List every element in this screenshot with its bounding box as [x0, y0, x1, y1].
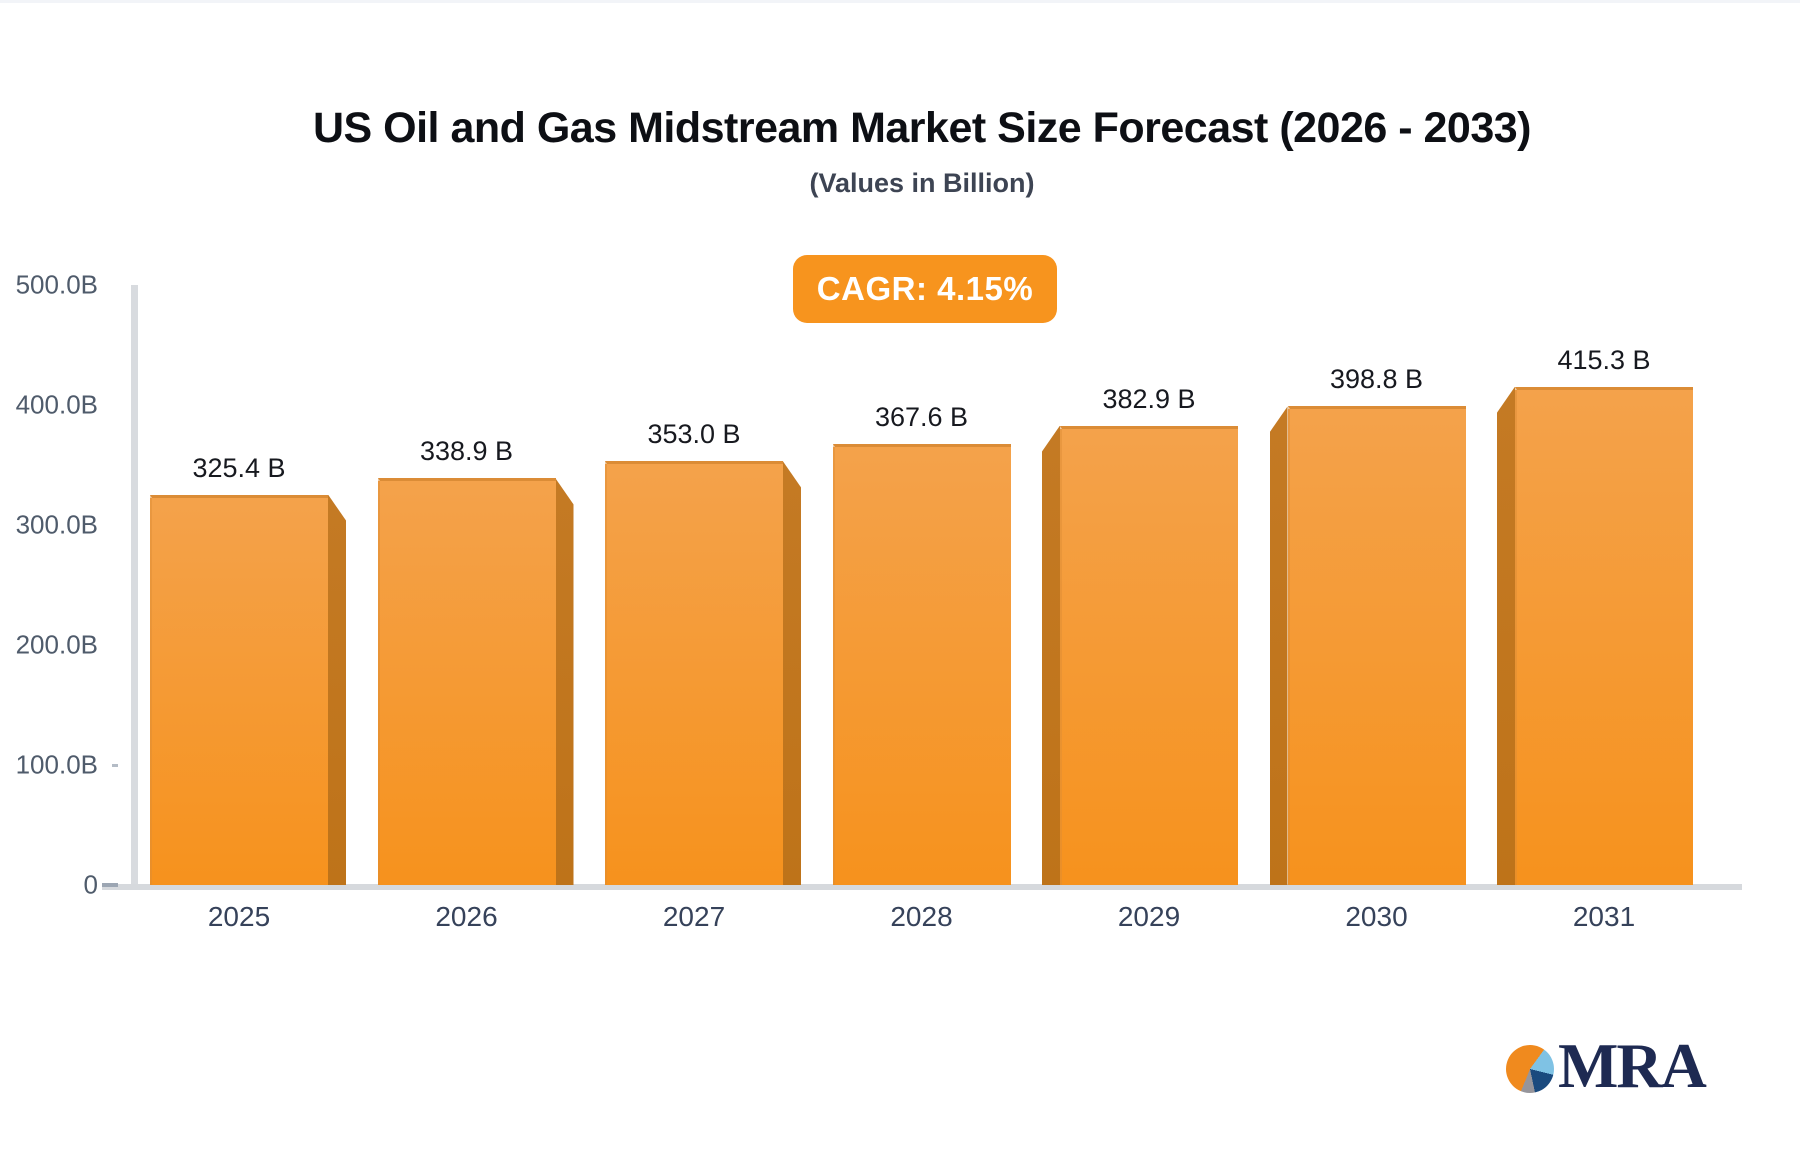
bar-3d-side: [1042, 425, 1060, 885]
bar-value-label: 367.6 B: [874, 401, 969, 432]
top-border-strip: [0, 0, 1800, 3]
brand-logo-text: MRA: [1558, 1030, 1707, 1101]
y-axis-tick-label: 400.0B: [15, 389, 98, 420]
y-axis-tick-label: 0: [83, 869, 98, 900]
chart-subtitle: (Values in Billion): [809, 168, 1035, 198]
pie-chart-logo-icon: [1506, 1045, 1554, 1093]
y-axis-tick-label: 200.0B: [15, 629, 98, 660]
y-axis-tick-label: 500.0B: [15, 269, 98, 300]
x-axis-tick-label: 2028: [890, 901, 953, 932]
x-axis-tick-label: 2030: [1345, 901, 1408, 932]
brand-logo: MRA: [1506, 1034, 1707, 1098]
bar-value-label: 382.9 B: [1102, 383, 1196, 414]
y-axis-line: [131, 285, 138, 890]
bar-2027: [605, 461, 783, 885]
x-axis-tick-label: 2027: [662, 901, 726, 932]
bar-value-label: 415.3 B: [1557, 344, 1651, 375]
y-axis-tick-label: 100.0B: [15, 749, 98, 780]
bar-3d-side: [555, 478, 574, 885]
bar-value-label: 338.9 B: [419, 436, 514, 467]
bar-2028: [832, 443, 1011, 885]
cagr-badge: CAGR: 4.15%: [793, 255, 1057, 323]
x-axis-tick-label: 2031: [1572, 901, 1636, 932]
y-axis-tick-mark: [112, 764, 118, 767]
x-axis-tick-label: 2025: [207, 901, 271, 932]
bar-value-label: 325.4 B: [192, 452, 286, 483]
bar-value-label: 353.0 B: [647, 419, 741, 450]
bar-3d-side: [328, 494, 346, 885]
x-axis-tick-label: 2029: [1117, 901, 1181, 932]
bar-2031: [1515, 386, 1693, 885]
x-axis-baseline: [102, 884, 1742, 890]
bar-2026: [377, 478, 556, 885]
bar-2029: [1060, 425, 1238, 885]
bar-2030: [1287, 406, 1466, 885]
y-axis-tick-label: 300.0B: [15, 509, 98, 540]
bar-value-label: 398.8 B: [1329, 364, 1424, 395]
x-axis-tick-label: 2026: [435, 901, 498, 932]
y-axis-tick-mark: [102, 883, 118, 887]
bar-3d-side: [1269, 406, 1288, 885]
chart-title: US Oil and Gas Midstream Market Size For…: [312, 104, 1532, 152]
bar-2025: [150, 494, 328, 885]
bar-3d-side: [1497, 386, 1515, 885]
bar-3d-side: [783, 461, 801, 885]
